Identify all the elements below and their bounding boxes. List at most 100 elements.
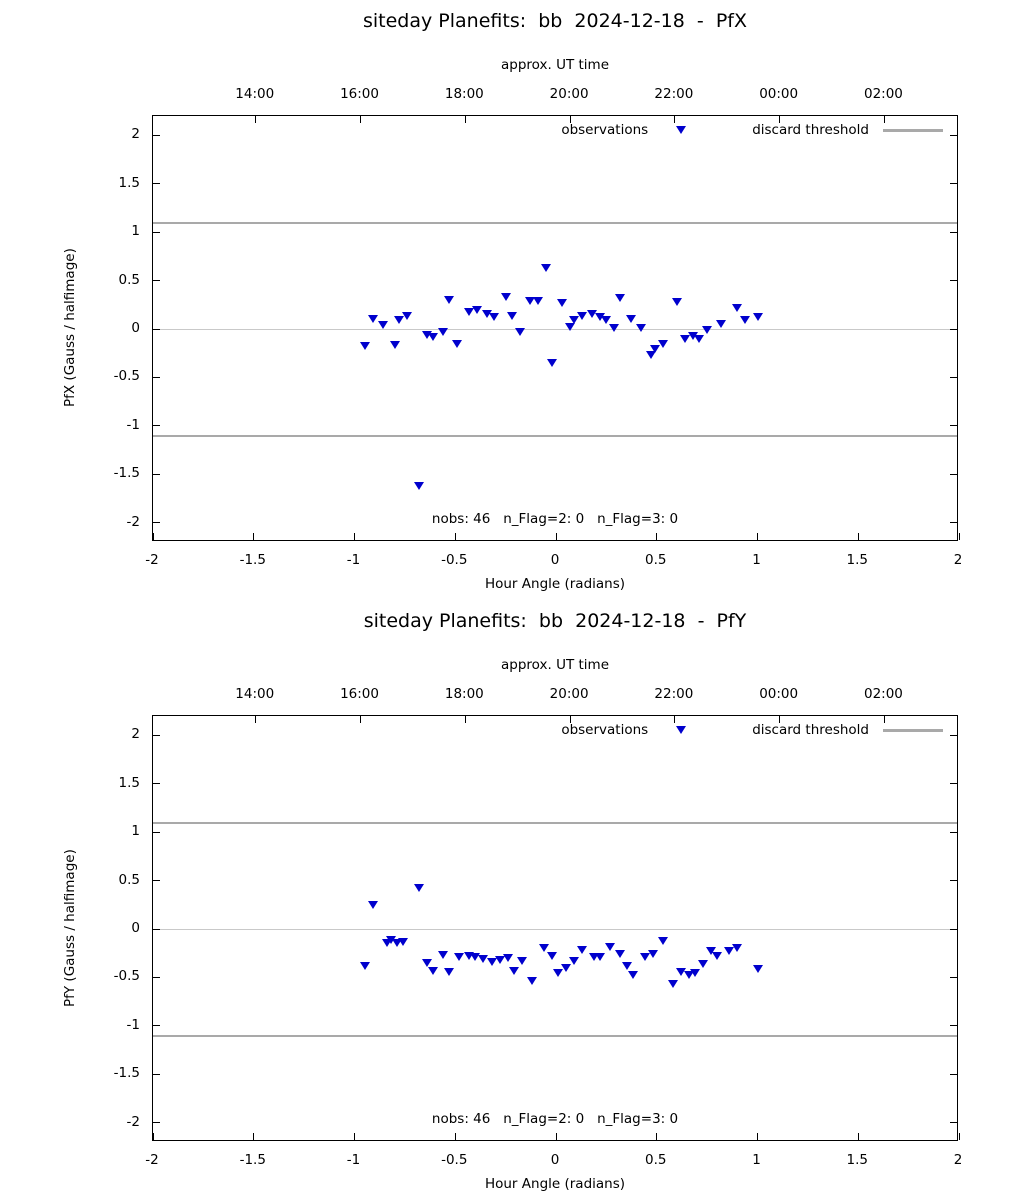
data-point xyxy=(488,313,499,322)
data-point xyxy=(514,327,525,336)
ut-tick-mark xyxy=(569,116,571,123)
data-point xyxy=(657,936,668,945)
data-point xyxy=(605,943,616,952)
zero-line xyxy=(153,328,957,330)
ut-tick-mark xyxy=(464,716,466,723)
ut-tick-label: 02:00 xyxy=(863,86,903,102)
data-point xyxy=(683,970,694,979)
data-point xyxy=(540,264,551,272)
ut-tick-label: 20:00 xyxy=(549,86,589,102)
y-tick-mark xyxy=(950,976,957,978)
data-point xyxy=(438,951,449,960)
y-tick-mark xyxy=(950,1122,957,1124)
x-tick-label: 1 xyxy=(752,552,761,568)
data-point xyxy=(444,967,455,976)
ut-tick-mark xyxy=(569,716,571,723)
plot-area: observations discard threshold nobs: 46 … xyxy=(152,115,960,541)
x-tick-label: 1 xyxy=(752,1152,761,1168)
y-tick-mark xyxy=(950,473,957,475)
data-point xyxy=(698,959,709,968)
data-point xyxy=(639,953,650,962)
x-tick-mark xyxy=(253,533,255,540)
y-tick-label: 1.5 xyxy=(118,774,140,791)
y-tick-label: 0.5 xyxy=(118,271,140,288)
x-tick-mark xyxy=(454,533,456,540)
x-tick-label: 0.5 xyxy=(645,1152,667,1168)
x-tick-mark xyxy=(857,533,859,540)
data-point xyxy=(516,956,527,965)
data-point xyxy=(508,966,519,975)
y-tick-label: 1 xyxy=(131,223,140,240)
data-point xyxy=(569,956,580,965)
ut-tick-label: 20:00 xyxy=(549,686,589,702)
data-point xyxy=(732,303,743,312)
y-tick-mark xyxy=(153,976,160,978)
data-point xyxy=(706,947,717,956)
x-tick-mark xyxy=(354,1133,355,1140)
data-point xyxy=(595,953,606,962)
data-point xyxy=(546,358,557,367)
x-tick-label: -0.5 xyxy=(441,1152,468,1168)
data-point xyxy=(377,321,388,330)
y-tick-mark xyxy=(950,734,957,736)
y-tick-mark xyxy=(153,783,160,785)
data-point xyxy=(401,312,412,321)
y-tick-mark xyxy=(950,231,957,233)
data-point xyxy=(422,958,433,967)
y-axis-label: PfY (Gauss / halfimage) xyxy=(62,849,78,1007)
data-point xyxy=(609,324,620,333)
y-tick-mark xyxy=(950,522,957,524)
y-tick-label: -0.5 xyxy=(113,968,140,985)
triangle-marker-icon xyxy=(676,726,687,734)
data-point xyxy=(367,315,378,324)
y-tick-label: 0.5 xyxy=(118,871,140,888)
ut-tick-mark xyxy=(674,116,676,123)
y-tick-mark xyxy=(950,134,957,136)
data-point xyxy=(526,977,537,986)
data-point xyxy=(391,938,402,947)
x-axis-label: Hour Angle (radians) xyxy=(484,576,626,592)
y-tick-mark xyxy=(950,928,957,930)
data-point xyxy=(716,320,727,329)
y-tick-label: -1.5 xyxy=(113,465,140,482)
y-tick-mark xyxy=(950,376,957,378)
data-point xyxy=(675,967,686,976)
plot-area: observations discard threshold nobs: 46 … xyxy=(152,715,960,1141)
data-point xyxy=(752,313,763,322)
data-point xyxy=(506,312,517,321)
data-point xyxy=(557,298,568,307)
data-point xyxy=(702,325,713,334)
data-point xyxy=(712,952,723,961)
y-tick-mark xyxy=(153,328,160,330)
data-point xyxy=(671,297,682,306)
data-point xyxy=(649,345,660,354)
x-tick-label: -1 xyxy=(346,1152,361,1168)
ut-tick-label: 14:00 xyxy=(235,86,275,102)
data-point xyxy=(524,296,535,305)
y-tick-mark xyxy=(950,328,957,330)
y-tick-mark xyxy=(153,734,160,736)
data-point xyxy=(428,966,439,975)
ut-tick-label: 14:00 xyxy=(235,686,275,702)
data-point xyxy=(553,968,563,977)
legend-threshold-label: discard threshold xyxy=(752,722,869,738)
data-point xyxy=(464,952,475,961)
y-tick-mark xyxy=(950,280,957,282)
data-point xyxy=(413,481,424,490)
data-point xyxy=(565,323,576,332)
legend: observations discard threshold xyxy=(561,720,943,740)
x-tick-mark xyxy=(757,1133,758,1140)
data-point xyxy=(740,316,751,325)
ut-tick-label: 22:00 xyxy=(654,86,694,102)
y-tick-label: 1 xyxy=(131,823,140,840)
y-tick-mark xyxy=(153,425,160,427)
x-tick-mark xyxy=(152,533,154,540)
x-tick-mark xyxy=(757,533,758,540)
ut-tick-label: 18:00 xyxy=(444,686,484,702)
data-point xyxy=(690,968,701,977)
discard-threshold-line xyxy=(153,221,957,224)
x-tick-mark xyxy=(253,1133,255,1140)
x-tick-label: 1.5 xyxy=(846,552,868,568)
y-tick-mark xyxy=(153,1122,160,1124)
data-point xyxy=(615,294,626,303)
